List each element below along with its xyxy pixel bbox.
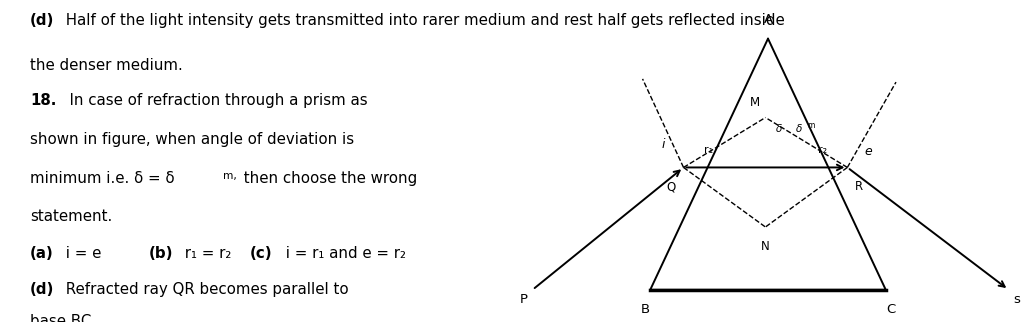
Text: r₂: r₂ bbox=[818, 145, 827, 155]
Text: B: B bbox=[641, 303, 649, 316]
Text: r₁: r₁ bbox=[705, 145, 713, 155]
Text: (d): (d) bbox=[30, 13, 54, 28]
Text: e: e bbox=[864, 145, 871, 158]
Text: Refracted ray QR becomes parallel to: Refracted ray QR becomes parallel to bbox=[60, 282, 348, 297]
Text: δ: δ bbox=[797, 124, 803, 134]
Text: then choose the wrong: then choose the wrong bbox=[239, 171, 417, 186]
Text: In case of refraction through a prism as: In case of refraction through a prism as bbox=[59, 93, 368, 109]
Text: Half of the light intensity gets transmitted into rarer medium and rest half get: Half of the light intensity gets transmi… bbox=[61, 13, 785, 28]
Text: minimum i.e. δ = δ: minimum i.e. δ = δ bbox=[30, 171, 174, 186]
Text: the denser medium.: the denser medium. bbox=[30, 58, 182, 73]
Text: C: C bbox=[886, 303, 896, 316]
Text: (c): (c) bbox=[250, 246, 272, 261]
Text: N: N bbox=[761, 240, 770, 253]
Text: δ: δ bbox=[776, 124, 782, 134]
Text: M: M bbox=[751, 97, 760, 109]
Text: i = r₁ and e = r₂: i = r₁ and e = r₂ bbox=[281, 246, 406, 261]
Text: R: R bbox=[855, 180, 863, 193]
Text: base BC: base BC bbox=[30, 314, 91, 322]
Text: (d): (d) bbox=[30, 282, 54, 297]
Text: (a): (a) bbox=[30, 246, 53, 261]
Text: m: m bbox=[807, 121, 815, 130]
Text: r₁ = r₂: r₁ = r₂ bbox=[180, 246, 231, 261]
Text: s: s bbox=[1014, 293, 1021, 306]
Text: P: P bbox=[519, 293, 527, 306]
Text: m,: m, bbox=[222, 171, 237, 181]
Text: (b): (b) bbox=[150, 246, 174, 261]
Text: i = e: i = e bbox=[60, 246, 101, 261]
Text: 18.: 18. bbox=[30, 93, 56, 109]
Text: i: i bbox=[662, 138, 665, 151]
Text: Q: Q bbox=[666, 180, 676, 193]
Text: A: A bbox=[764, 13, 772, 26]
Text: statement.: statement. bbox=[30, 209, 112, 224]
Text: shown in figure, when angle of deviation is: shown in figure, when angle of deviation… bbox=[30, 132, 354, 147]
